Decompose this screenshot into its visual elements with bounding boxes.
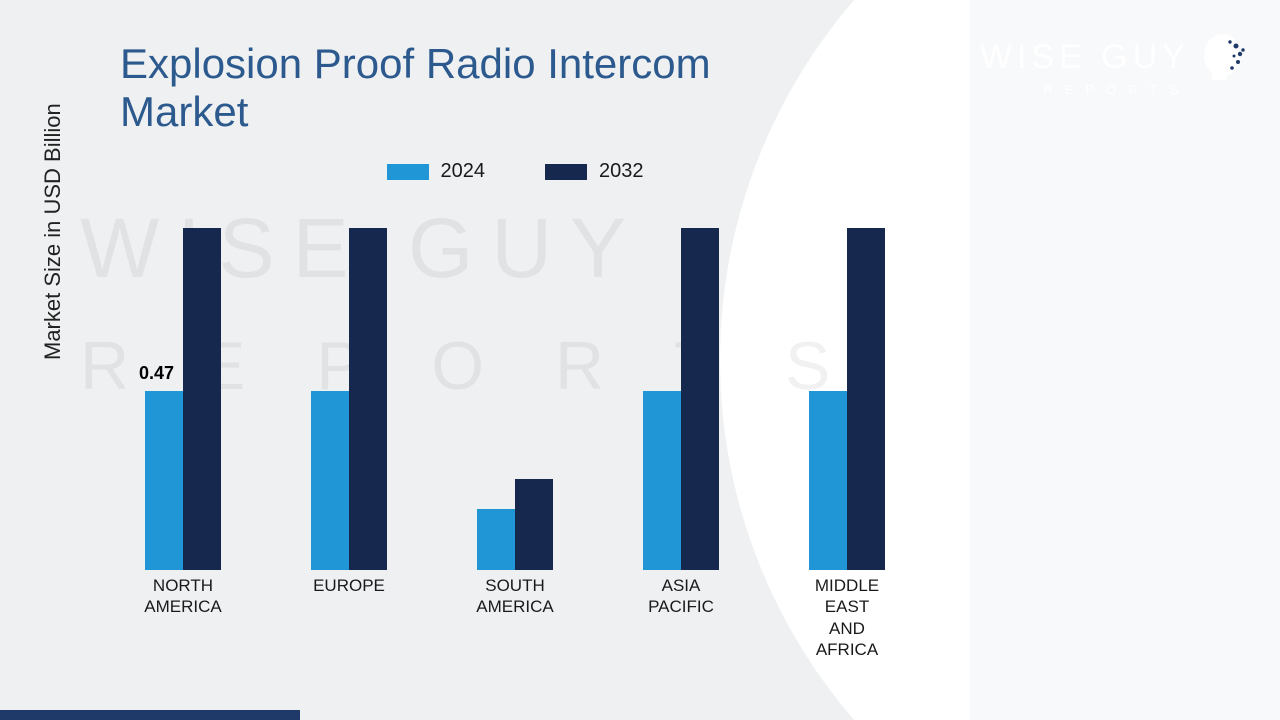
y-axis-label: Market Size in USD Billion — [40, 103, 66, 360]
bar — [809, 391, 847, 570]
bar — [847, 228, 885, 570]
bar — [145, 391, 183, 570]
bar — [311, 391, 349, 570]
x-axis-label: EUROPE — [266, 575, 432, 596]
x-axis-label: NORTHAMERICA — [100, 575, 266, 618]
logo: WISE GUY REPORTS — [980, 30, 1250, 97]
bar — [681, 228, 719, 570]
x-axis-label: ASIAPACIFIC — [598, 575, 764, 618]
bar-group — [764, 228, 930, 570]
bar-group — [432, 479, 598, 570]
bar-chart — [100, 190, 930, 570]
bar-value-label: 0.47 — [139, 363, 174, 384]
legend-swatch — [387, 164, 429, 180]
bar-group — [100, 228, 266, 570]
plot-area — [100, 190, 930, 570]
legend-swatch — [545, 164, 587, 180]
legend-item: 2024 — [387, 160, 486, 183]
legend-item: 2032 — [545, 160, 644, 183]
bar — [477, 509, 515, 570]
legend-label: 2032 — [599, 160, 644, 183]
x-axis-label: SOUTHAMERICA — [432, 575, 598, 618]
legend: 2024 2032 — [100, 160, 930, 183]
logo-text: WISE GUY — [980, 38, 1190, 77]
bar — [349, 228, 387, 570]
chart-title: Explosion Proof Radio Intercom Market — [120, 40, 840, 137]
bar — [515, 479, 553, 570]
page-root: WISE GUY R E P O R T S WISE GUY REPORTS … — [0, 0, 1280, 720]
bottom-accent-bar — [0, 710, 300, 720]
bar — [643, 391, 681, 570]
bar — [183, 228, 221, 570]
bar-group — [598, 228, 764, 570]
bar-group — [266, 228, 432, 570]
logo-sub: REPORTS — [980, 82, 1190, 97]
logo-main: WISE GUY — [980, 30, 1250, 84]
head-icon — [1196, 30, 1250, 84]
x-axis-label: MIDDLEEASTANDAFRICA — [764, 575, 930, 660]
legend-label: 2024 — [441, 160, 486, 183]
